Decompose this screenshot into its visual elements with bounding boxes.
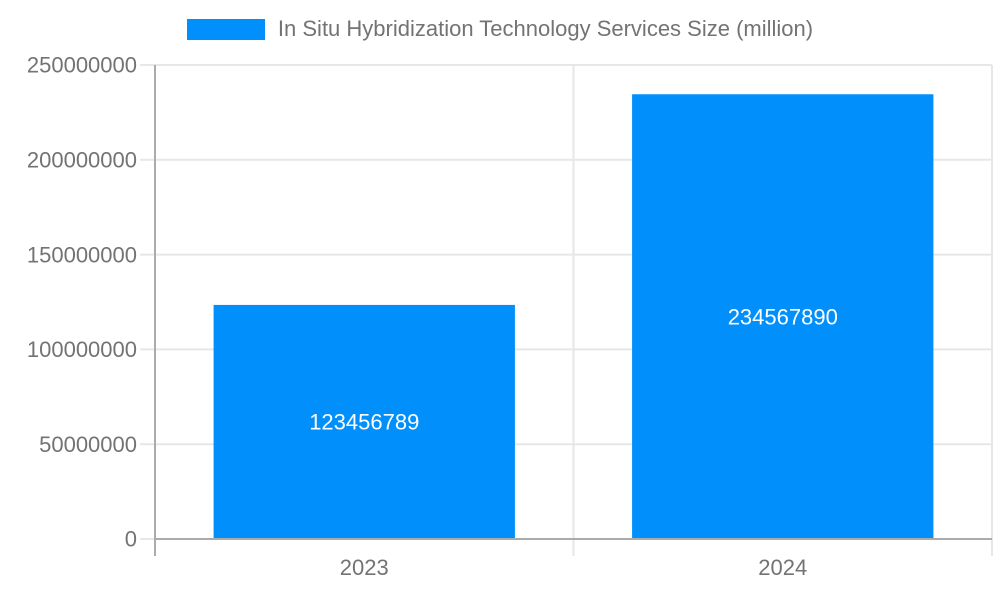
x-category-label: 2023	[340, 555, 389, 580]
x-category-label: 2024	[758, 555, 807, 580]
bar[interactable]	[213, 304, 515, 539]
y-tick-label: 250000000	[27, 53, 137, 78]
bar-data-label: 123456789	[309, 410, 419, 435]
y-tick-label: 200000000	[27, 148, 137, 173]
y-tick-label: 150000000	[27, 242, 137, 267]
legend-label: In Situ Hybridization Technology Service…	[277, 16, 814, 41]
y-tick-label: 0	[125, 527, 137, 552]
bar-data-label: 234567890	[728, 304, 838, 329]
y-tick-label: 50000000	[39, 432, 137, 457]
legend-swatch	[186, 18, 265, 40]
y-tick-label: 100000000	[27, 337, 137, 362]
bar[interactable]	[632, 94, 934, 539]
legend[interactable]: In Situ Hybridization Technology Service…	[0, 18, 1000, 40]
